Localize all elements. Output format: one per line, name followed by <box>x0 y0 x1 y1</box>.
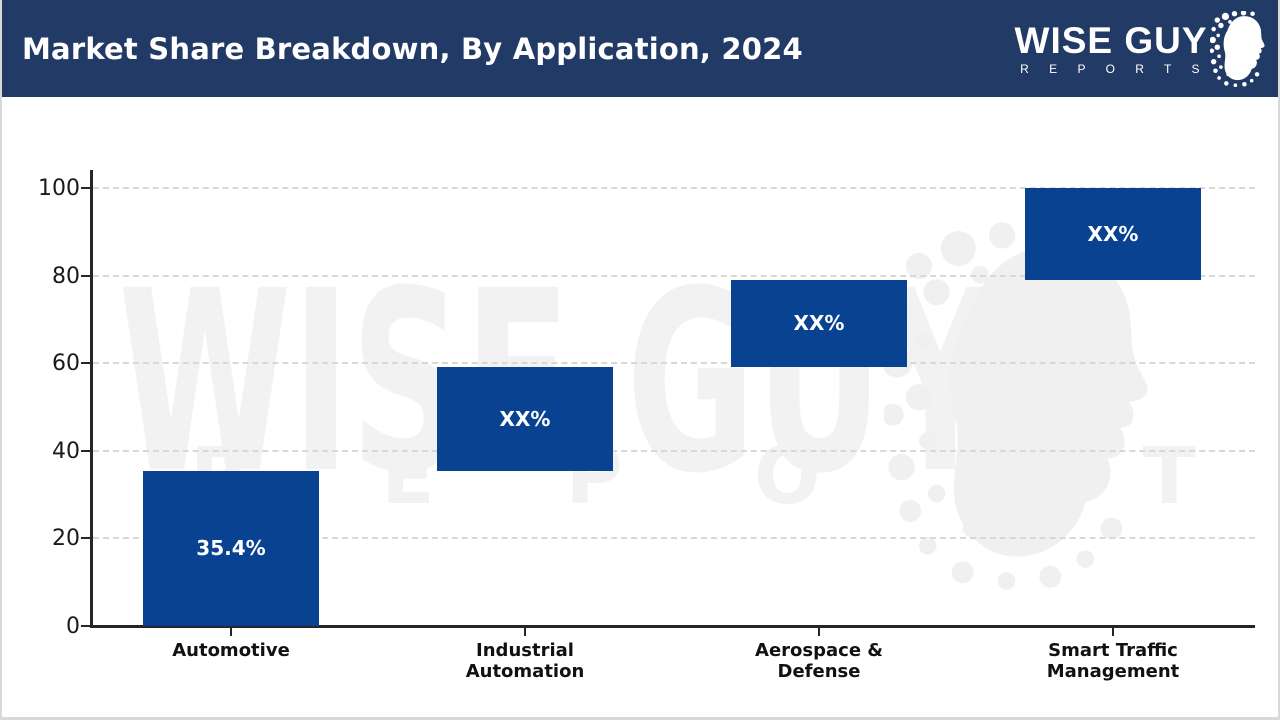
bar-smart-traffic-management: XX% <box>1025 188 1201 280</box>
wise-guy-reports-logo: WISE GUY R E P O R T S <box>1014 10 1278 87</box>
x-axis-label: Automotive <box>172 640 290 661</box>
gridline <box>93 187 1255 189</box>
bar-automotive: 35.4% <box>143 470 319 626</box>
bar-industrial-automation: XX% <box>437 366 613 471</box>
y-axis-tick-label: 80 <box>52 263 80 289</box>
y-axis-tick-label: 40 <box>52 438 80 464</box>
y-axis <box>90 170 93 628</box>
x-axis <box>90 625 1255 628</box>
chart-title: Market Share Breakdown, By Application, … <box>22 31 803 66</box>
x-axis-tick <box>1112 628 1114 636</box>
x-axis-label: Industrial Automation <box>465 640 585 683</box>
bar-value-label: XX% <box>1087 221 1139 246</box>
bar-value-label: 35.4% <box>196 536 266 561</box>
bar-value-label: XX% <box>499 406 551 431</box>
y-axis-tick <box>81 274 90 277</box>
x-axis-label: Aerospace & Defense <box>755 640 883 683</box>
y-axis-tick-label: 100 <box>38 176 80 201</box>
y-axis-tick-label: 60 <box>52 351 80 377</box>
gridline <box>93 449 1255 452</box>
y-axis-tick <box>81 449 90 452</box>
y-axis-tick <box>81 187 90 189</box>
gridline <box>93 362 1255 365</box>
logo-wordmark: WISE GUY <box>1014 20 1208 61</box>
x-axis-tick <box>818 628 820 636</box>
x-axis-tick <box>230 628 232 636</box>
x-axis-label: Smart Traffic Management <box>1046 640 1180 683</box>
y-axis-tick <box>81 537 90 540</box>
y-axis-tick <box>81 625 90 627</box>
x-axis-tick <box>524 628 526 636</box>
y-axis-tick-label: 0 <box>66 614 80 639</box>
logo-reports-text: R E P O R T S <box>1020 62 1208 76</box>
header-bar: Market Share Breakdown, By Application, … <box>2 0 1278 97</box>
bar-aerospace-defense: XX% <box>731 279 907 367</box>
y-axis-tick-label: 20 <box>52 526 80 552</box>
bar-value-label: XX% <box>793 311 845 336</box>
gridline <box>93 537 1255 540</box>
gridline <box>93 274 1255 277</box>
y-axis-tick <box>81 362 90 365</box>
